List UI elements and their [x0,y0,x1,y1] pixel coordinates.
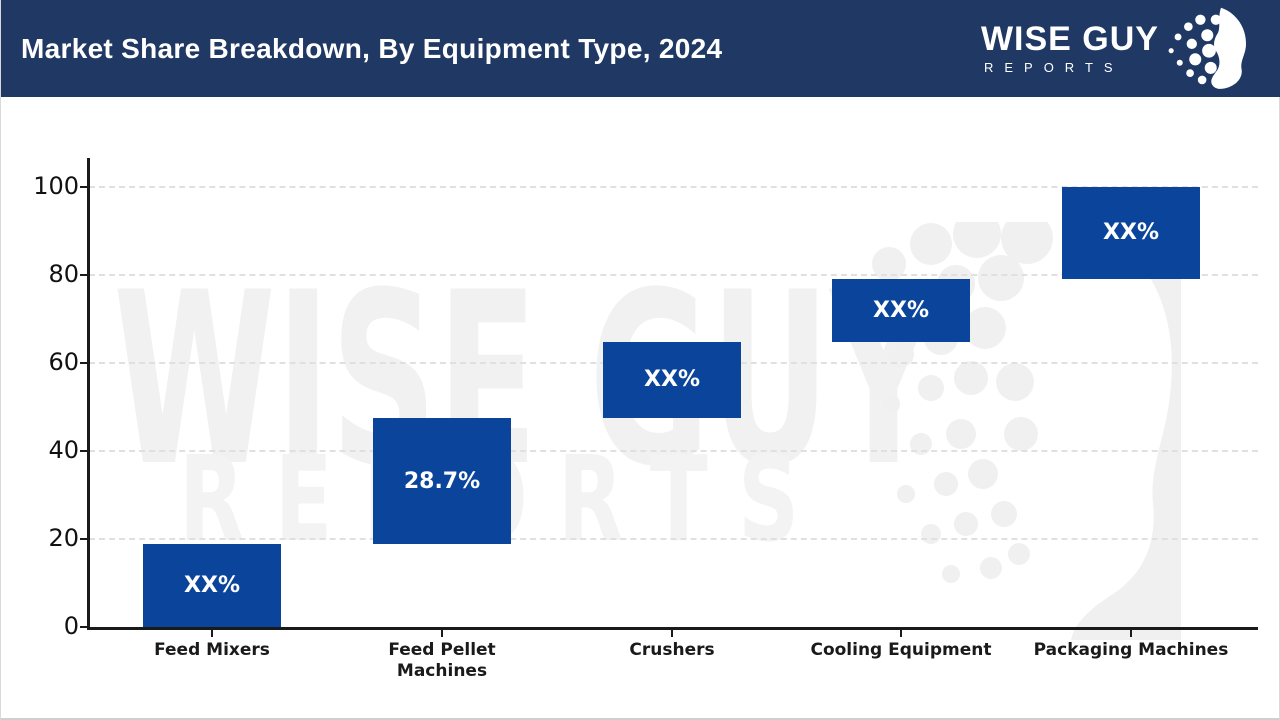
y-tick-label-60: 60 [48,348,79,376]
logo-wordmark: WISE GUY [980,20,1159,58]
wiseguy-logo: WISE GUY REPORTS [981,6,1255,92]
y-tick-label-100: 100 [33,172,79,200]
header-bar: Market Share Breakdown, By Equipment Typ… [1,0,1280,97]
x-tick-mark-3 [900,629,902,637]
x-axis-line [87,627,1258,630]
y-tick-label-0: 0 [63,612,79,640]
bar-value-label: 28.7% [403,468,481,494]
bar-value-label: XX% [184,573,240,599]
y-tick-label-40: 40 [48,436,79,464]
x-category-label-1: Feed Pellet Machines [388,640,496,682]
gridline-40 [89,450,1258,452]
bar-value-label: XX% [873,297,929,323]
bar-cooling-equipment: XX% [832,278,970,342]
x-category-label-4: Packaging Machines [1033,640,1229,660]
logo-subtitle: REPORTS [983,60,1124,75]
y-tick-label-80: 80 [48,260,79,288]
y-axis-line [87,158,90,629]
gridline-80 [89,274,1258,276]
bar-value-label: XX% [644,367,700,393]
bar-feed-mixers: XX% [143,544,281,627]
x-category-label-2: Crushers [629,640,715,660]
logo-text: WISE GUY REPORTS [981,22,1159,75]
watermark-wordmark: WISE GUY [113,242,937,519]
y-tick-mark-80 [80,274,89,276]
y-tick-mark-40 [80,450,89,452]
x-category-label-0: Feed Mixers [154,640,270,660]
x-tick-mark-4 [1130,629,1132,637]
y-tick-mark-100 [80,186,89,188]
chart-title: Market Share Breakdown, By Equipment Typ… [21,32,723,64]
logo-face-icon [1168,7,1247,89]
gridline-100 [89,186,1258,188]
bar-feed-pellet-machines: 28.7% [373,418,511,545]
x-category-label-3: Cooling Equipment [810,640,992,660]
x-tick-mark-0 [211,629,213,637]
y-tick-mark-60 [80,362,89,364]
bar-crushers: XX% [603,341,741,418]
x-tick-mark-1 [441,629,443,637]
bar-value-label: XX% [1103,220,1159,246]
y-tick-mark-20 [80,538,89,540]
y-tick-mark-0 [80,626,89,628]
x-tick-mark-2 [671,629,673,637]
bar-packaging-machines: XX% [1062,187,1200,279]
y-tick-label-20: 20 [48,524,79,552]
gridline-20 [89,538,1258,540]
